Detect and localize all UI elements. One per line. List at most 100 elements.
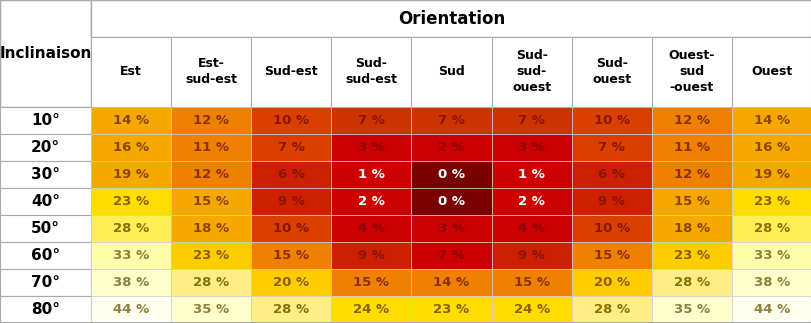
Text: 12 %: 12 % — [193, 114, 229, 127]
Text: 1 %: 1 % — [517, 168, 544, 181]
Text: Est: Est — [120, 65, 142, 78]
Text: 0 %: 0 % — [437, 168, 465, 181]
Text: Ouest: Ouest — [750, 65, 792, 78]
Text: 33 %: 33 % — [753, 249, 789, 262]
Text: 33 %: 33 % — [113, 249, 149, 262]
Text: 16 %: 16 % — [753, 141, 789, 154]
Text: 15 %: 15 % — [513, 276, 549, 289]
Bar — [171, 37, 251, 107]
Text: 2 %: 2 % — [358, 195, 384, 208]
Text: 7 %: 7 % — [598, 141, 624, 154]
Bar — [411, 161, 491, 188]
Bar — [491, 215, 571, 242]
Bar — [0, 161, 91, 188]
Text: 12 %: 12 % — [193, 168, 229, 181]
Bar — [0, 0, 91, 107]
Text: 24 %: 24 % — [513, 303, 549, 316]
Text: 15 %: 15 % — [193, 195, 229, 208]
Bar — [251, 269, 331, 296]
Text: 24 %: 24 % — [353, 303, 389, 316]
Bar — [91, 242, 171, 269]
Bar — [171, 296, 251, 323]
Text: 3 %: 3 % — [517, 141, 544, 154]
Text: 16 %: 16 % — [113, 141, 149, 154]
Text: 28 %: 28 % — [113, 222, 149, 235]
Text: 10°: 10° — [31, 113, 60, 128]
Bar — [91, 0, 811, 37]
Bar — [251, 134, 331, 161]
Text: Sud-
ouest: Sud- ouest — [591, 57, 630, 86]
Bar — [0, 188, 91, 215]
Bar — [0, 215, 91, 242]
Text: 7 %: 7 % — [277, 141, 304, 154]
Bar — [731, 161, 811, 188]
Bar — [251, 215, 331, 242]
Bar — [91, 134, 171, 161]
Text: 1 %: 1 % — [358, 168, 384, 181]
Text: Sud-
sud-
ouest: Sud- sud- ouest — [512, 49, 551, 94]
Text: 44 %: 44 % — [113, 303, 149, 316]
Bar — [651, 107, 731, 134]
Bar — [171, 188, 251, 215]
Text: 80°: 80° — [31, 302, 60, 317]
Text: Sud-est: Sud-est — [264, 65, 318, 78]
Bar — [171, 161, 251, 188]
Bar — [171, 242, 251, 269]
Text: 7 %: 7 % — [517, 114, 544, 127]
Text: 44 %: 44 % — [753, 303, 789, 316]
Text: 35 %: 35 % — [193, 303, 229, 316]
Bar — [251, 107, 331, 134]
Text: 23 %: 23 % — [673, 249, 709, 262]
Bar — [491, 242, 571, 269]
Text: Sud: Sud — [438, 65, 464, 78]
Bar — [251, 37, 331, 107]
Text: 28 %: 28 % — [272, 303, 309, 316]
Bar — [331, 188, 411, 215]
Bar — [331, 242, 411, 269]
Bar — [411, 296, 491, 323]
Text: 11 %: 11 % — [673, 141, 709, 154]
Text: 3 %: 3 % — [358, 141, 384, 154]
Bar — [491, 269, 571, 296]
Bar — [651, 242, 731, 269]
Bar — [571, 242, 651, 269]
Text: Orientation: Orientation — [397, 10, 504, 27]
Text: 23 %: 23 % — [753, 195, 789, 208]
Bar — [91, 269, 171, 296]
Bar — [571, 134, 651, 161]
Bar — [331, 269, 411, 296]
Text: 0 %: 0 % — [437, 195, 465, 208]
Text: 20°: 20° — [31, 140, 60, 155]
Bar — [731, 37, 811, 107]
Text: 7 %: 7 % — [437, 249, 465, 262]
Text: 23 %: 23 % — [433, 303, 469, 316]
Bar — [0, 242, 91, 269]
Bar — [491, 161, 571, 188]
Text: 15 %: 15 % — [593, 249, 629, 262]
Text: 23 %: 23 % — [193, 249, 229, 262]
Bar — [571, 161, 651, 188]
Bar — [491, 188, 571, 215]
Text: 28 %: 28 % — [193, 276, 229, 289]
Text: 6 %: 6 % — [598, 168, 624, 181]
Text: 9 %: 9 % — [517, 249, 544, 262]
Text: 19 %: 19 % — [113, 168, 149, 181]
Bar — [571, 296, 651, 323]
Text: 11 %: 11 % — [193, 141, 229, 154]
Bar — [331, 134, 411, 161]
Text: 60°: 60° — [31, 248, 60, 263]
Bar — [651, 269, 731, 296]
Text: 40°: 40° — [31, 194, 60, 209]
Bar — [91, 161, 171, 188]
Text: 10 %: 10 % — [593, 222, 629, 235]
Text: 3 %: 3 % — [437, 222, 465, 235]
Text: 14 %: 14 % — [433, 276, 469, 289]
Text: 19 %: 19 % — [753, 168, 789, 181]
Text: Sud-
sud-est: Sud- sud-est — [345, 57, 397, 86]
Text: 23 %: 23 % — [113, 195, 149, 208]
Text: 2 %: 2 % — [437, 141, 465, 154]
Bar — [651, 37, 731, 107]
Text: 28 %: 28 % — [593, 303, 629, 316]
Text: 20 %: 20 % — [593, 276, 629, 289]
Text: 10 %: 10 % — [272, 222, 309, 235]
